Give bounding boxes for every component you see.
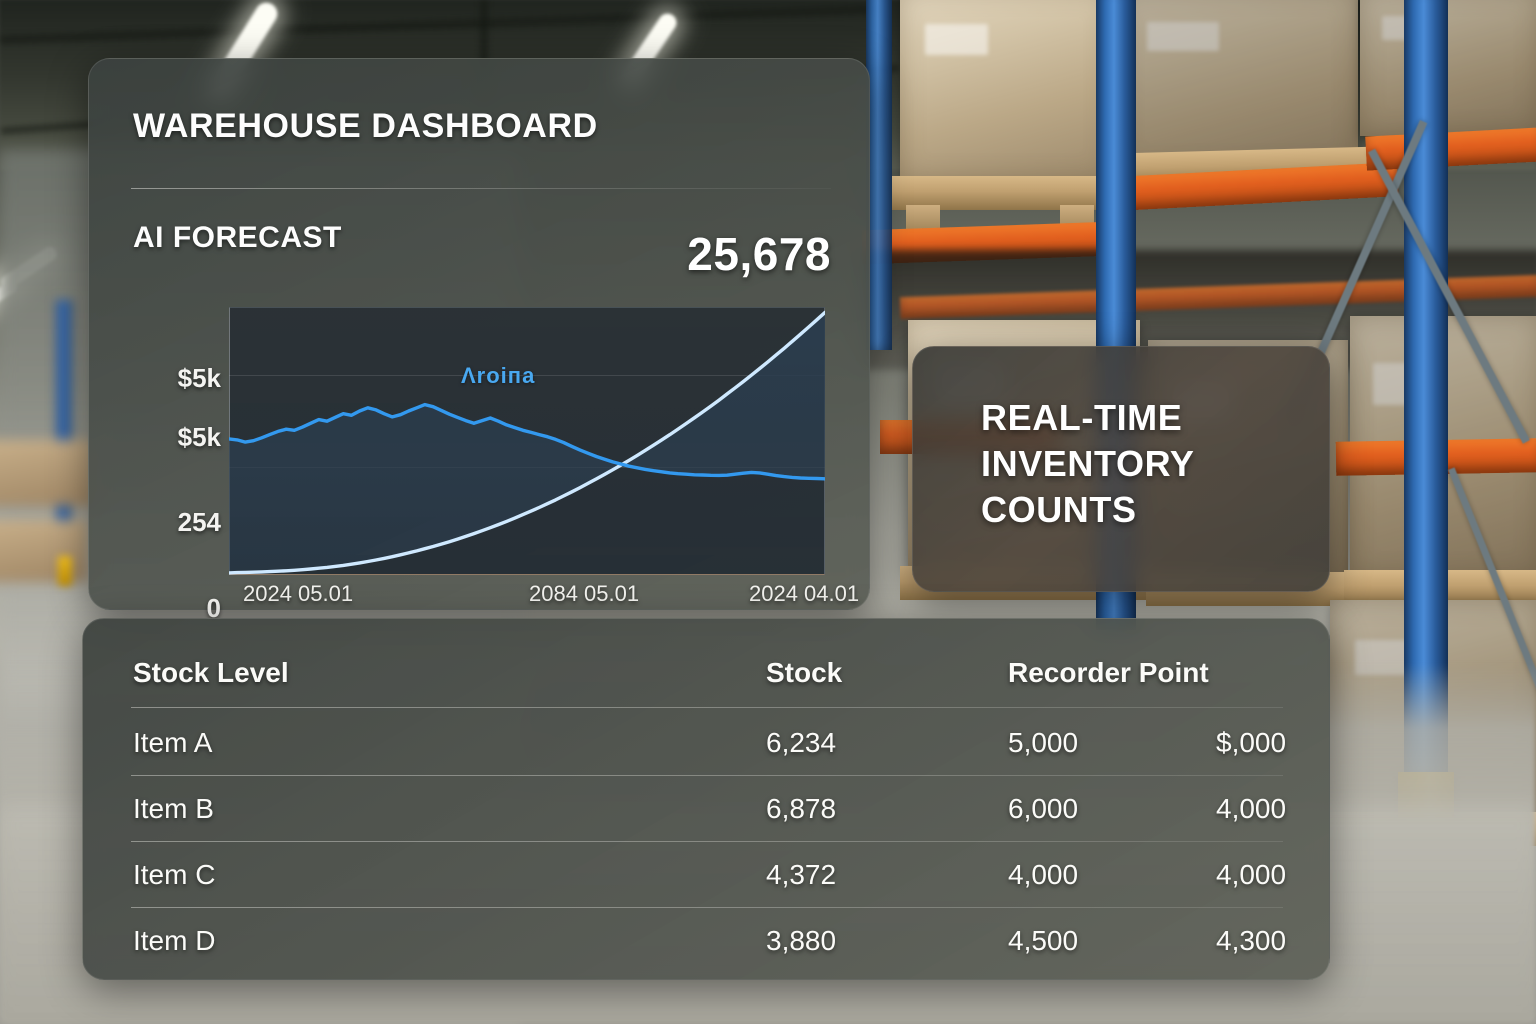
table-divider <box>131 707 1283 708</box>
table-row[interactable]: Item A 6,234 5,000 $,000 <box>83 727 1329 791</box>
chart-line-actual-declining <box>229 402 825 481</box>
x-tick-label: 2024 04.01 <box>749 581 860 606</box>
cell-extra: 4,300 <box>1216 925 1287 956</box>
chart-svg <box>229 310 825 575</box>
y-tick-label: $5k <box>177 363 221 393</box>
cell-extra: 4,000 <box>1216 793 1287 824</box>
chart-plot-area: Λroiпa <box>229 307 825 575</box>
cell-stock: 3,880 <box>766 925 837 956</box>
ai-forecast-label: AI FORECAST <box>133 221 342 254</box>
ai-forecast-chart: $5k $5k 254 0 Λroiпa 2024 05.01 2084 05.… <box>133 299 859 623</box>
y-tick-label: 0 <box>206 593 221 623</box>
cell-item: Item A <box>133 727 213 758</box>
series-annotation: Λroiпa <box>461 363 536 388</box>
realtime-inventory-card: REAL-TIME INVENTORY COUNTS <box>912 346 1330 592</box>
cell-recorder-point: 6,000 <box>1008 793 1079 824</box>
background-pallet <box>0 440 94 506</box>
cell-recorder-point: 5,000 <box>1008 727 1079 758</box>
table-row[interactable]: Item B 6,878 6,000 4,000 <box>83 793 1329 857</box>
background-pallet <box>0 520 88 582</box>
cell-extra: 4,000 <box>1216 859 1287 890</box>
table-divider <box>131 907 1283 908</box>
carton-stack <box>1360 0 1536 136</box>
y-tick-label: $5k <box>177 422 221 452</box>
stock-level-table: Stock Level Stock Recorder Point Item A … <box>83 619 1329 979</box>
table-row[interactable]: Item C 4,372 4,000 4,000 <box>83 859 1329 923</box>
x-tick-label: 2024 05.01 <box>243 581 354 606</box>
realtime-line-2: INVENTORY <box>981 443 1195 485</box>
table-header-row: Stock Level Stock Recorder Point <box>83 657 1329 721</box>
stock-level-table-card: Stock Level Stock Recorder Point Item A … <box>82 618 1330 980</box>
page-title: WAREHOUSE DASHBOARD <box>133 107 598 145</box>
cell-item: Item D <box>133 925 216 956</box>
y-tick-label: 254 <box>177 507 221 537</box>
cell-item: Item B <box>133 793 214 824</box>
table-divider <box>131 775 1283 776</box>
chart-line-forecast-rising <box>229 310 825 575</box>
cell-stock: 6,234 <box>766 727 837 758</box>
cell-recorder-point: 4,000 <box>1008 859 1079 890</box>
background-column-guard <box>58 556 72 586</box>
table-row[interactable]: Item D 3,880 4,500 4,300 <box>83 925 1329 989</box>
pallet <box>892 176 1118 210</box>
header-divider <box>131 188 831 189</box>
column-header-stock: Stock <box>766 657 843 688</box>
cell-stock: 6,878 <box>766 793 837 824</box>
gridline <box>229 375 825 376</box>
cell-stock: 4,372 <box>766 859 837 890</box>
realtime-line-1: REAL-TIME <box>981 397 1183 438</box>
warehouse-dashboard-card: WAREHOUSE DASHBOARD AI FORECAST 25,678 $… <box>88 58 870 623</box>
cell-extra: $,000 <box>1216 727 1287 758</box>
realtime-line-3: COUNTS <box>981 489 1137 531</box>
realtime-inventory-heading: REAL-TIME INVENTORY COUNTS <box>981 395 1194 533</box>
carton-stack <box>1118 0 1358 170</box>
column-header-recorder-point: Recorder Point <box>1008 657 1209 688</box>
cell-item: Item C <box>133 859 216 890</box>
x-tick-label: 2084 05.01 <box>529 581 640 606</box>
rack-upright <box>866 0 892 350</box>
forecast-value: 25,678 <box>687 228 831 280</box>
table-divider <box>131 841 1283 842</box>
chart-band-fill <box>229 312 825 573</box>
carton-stack <box>900 0 1110 180</box>
column-header-stock-level: Stock Level <box>133 657 289 688</box>
cell-recorder-point: 4,500 <box>1008 925 1079 956</box>
